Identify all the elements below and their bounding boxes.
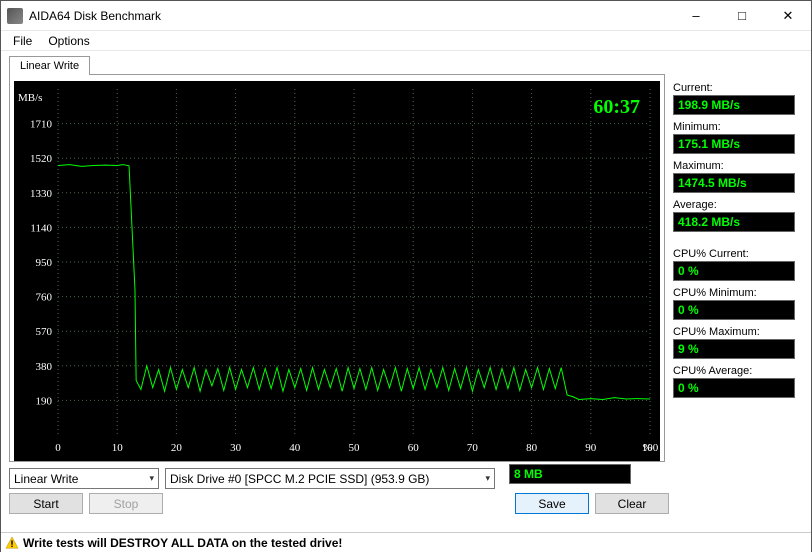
stats-panel: Current: 198.9 MB/s Minimum: 175.1 MB/s … [673, 74, 795, 462]
stop-button[interactable]: Stop [89, 493, 163, 514]
svg-text:1140: 1140 [30, 222, 52, 234]
control-row: Linear Write ▾ Disk Drive #0 [SPCC M.2 P… [1, 462, 811, 491]
average-value: 418.2 MB/s [673, 212, 795, 232]
chevron-down-icon: ▾ [485, 473, 490, 484]
svg-text:190: 190 [36, 395, 53, 407]
svg-text:570: 570 [36, 326, 53, 338]
clear-button[interactable]: Clear [595, 493, 669, 514]
cpu-current-label: CPU% Current: [673, 248, 795, 260]
svg-text:%: % [643, 442, 652, 454]
cpu-average-value: 0 % [673, 378, 795, 398]
svg-text:20: 20 [171, 442, 183, 454]
tab-linear-write[interactable]: Linear Write [9, 56, 90, 75]
cpu-minimum-value: 0 % [673, 300, 795, 320]
tab-strip: Linear Write [9, 55, 811, 74]
svg-text:950: 950 [36, 257, 53, 269]
chevron-down-icon: ▾ [149, 473, 154, 484]
svg-text:1710: 1710 [30, 119, 53, 131]
chart-container: 190 380 570 760 950 1140 1330 1520 1710 0 10 20 30 40… [9, 74, 665, 462]
cpu-maximum-value: 9 % [673, 339, 795, 359]
minimum-label: Minimum: [673, 121, 795, 133]
maximize-button[interactable]: □ [719, 1, 765, 31]
block-size-value: 8 MB [509, 464, 631, 484]
svg-text:40: 40 [289, 442, 301, 454]
button-row: Start Stop Save Clear [1, 491, 811, 518]
drive-value: Disk Drive #0 [SPCC M.2 PCIE SSD] (953.9… [170, 472, 429, 486]
svg-text:MB/s: MB/s [18, 92, 42, 104]
test-mode-value: Linear Write [14, 472, 78, 486]
svg-text:70: 70 [467, 442, 479, 454]
cpu-maximum-label: CPU% Maximum: [673, 326, 795, 338]
save-button[interactable]: Save [515, 493, 589, 514]
menubar: File Options [1, 31, 811, 51]
average-label: Average: [673, 199, 795, 211]
menu-file[interactable]: File [5, 32, 40, 50]
test-mode-select[interactable]: Linear Write ▾ [9, 468, 159, 489]
current-value: 198.9 MB/s [673, 95, 795, 115]
svg-text:60:37: 60:37 [593, 96, 640, 118]
current-label: Current: [673, 82, 795, 94]
cpu-current-value: 0 % [673, 261, 795, 281]
svg-text:760: 760 [36, 292, 53, 304]
titlebar: AIDA64 Disk Benchmark – □ ✕ [1, 1, 811, 31]
block-size-label: Block Size: [509, 451, 631, 463]
svg-text:10: 10 [112, 442, 124, 454]
menu-options[interactable]: Options [40, 32, 97, 50]
warning-icon [5, 536, 19, 550]
drive-select[interactable]: Disk Drive #0 [SPCC M.2 PCIE SSD] (953.9… [165, 468, 495, 489]
window-title: AIDA64 Disk Benchmark [29, 9, 673, 23]
cpu-average-label: CPU% Average: [673, 365, 795, 377]
close-button[interactable]: ✕ [765, 1, 811, 31]
cpu-minimum-label: CPU% Minimum: [673, 287, 795, 299]
warning-bar: Write tests will DESTROY ALL DATA on the… [1, 532, 811, 552]
maximum-label: Maximum: [673, 160, 795, 172]
minimum-value: 175.1 MB/s [673, 134, 795, 154]
svg-text:50: 50 [349, 442, 361, 454]
svg-text:1330: 1330 [30, 188, 53, 200]
svg-text:30: 30 [230, 442, 242, 454]
app-icon [7, 8, 23, 24]
svg-text:0: 0 [55, 442, 61, 454]
svg-text:1520: 1520 [30, 153, 53, 165]
benchmark-chart: 190 380 570 760 950 1140 1330 1520 1710 0 10 20 30 40… [14, 81, 660, 461]
start-button[interactable]: Start [9, 493, 83, 514]
warning-text: Write tests will DESTROY ALL DATA on the… [23, 536, 342, 550]
minimize-button[interactable]: – [673, 1, 719, 31]
svg-text:380: 380 [36, 361, 53, 373]
maximum-value: 1474.5 MB/s [673, 173, 795, 193]
svg-text:60: 60 [408, 442, 420, 454]
